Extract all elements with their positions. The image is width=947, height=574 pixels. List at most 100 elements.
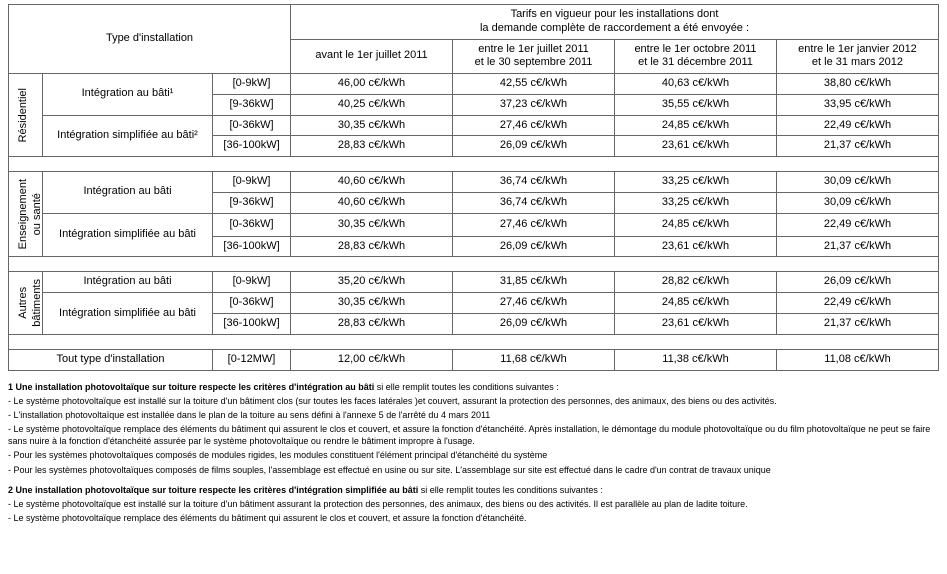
footnote-1-line: - Pour les systèmes photovoltaïques comp…: [8, 449, 939, 461]
row-range: [36-100kW]: [213, 236, 291, 257]
row-value: 12,00 c€/kWh: [291, 350, 453, 371]
row-value: 40,60 c€/kWh: [291, 172, 453, 193]
row-value: 46,00 c€/kWh: [291, 74, 453, 95]
row-value: 23,61 c€/kWh: [615, 314, 777, 335]
footnote-1-line: - Le système photovoltaïque est installé…: [8, 395, 939, 407]
row-value: 33,95 c€/kWh: [776, 94, 938, 115]
row-value: 26,09 c€/kWh: [453, 136, 615, 157]
row-value: 22,49 c€/kWh: [776, 115, 938, 136]
section-label: Enseignementou santé: [9, 172, 43, 257]
row-value: 36,74 c€/kWh: [453, 172, 615, 193]
row-value: 23,61 c€/kWh: [615, 236, 777, 257]
table-row: Enseignementou santéIntégration au bâti[…: [9, 172, 939, 193]
page: Type d'installationTarifs en vigueur pou…: [0, 0, 947, 538]
footnote-1-line: - Le système photovoltaïque remplace des…: [8, 423, 939, 447]
row-value: 24,85 c€/kWh: [615, 213, 777, 236]
row-value: 33,25 c€/kWh: [615, 172, 777, 193]
row-value: 11,08 c€/kWh: [776, 350, 938, 371]
header-period-0: avant le 1er juillet 2011: [291, 39, 453, 74]
row-type: Intégration au bâti: [43, 272, 213, 293]
footnotes: 1 Une installation photovoltaïque sur to…: [8, 381, 939, 524]
footnote-1-line: - Pour les systèmes photovoltaïques comp…: [8, 464, 939, 476]
row-value: 30,09 c€/kWh: [776, 172, 938, 193]
row-range: [0-9kW]: [213, 74, 291, 95]
row-value: 26,09 c€/kWh: [776, 272, 938, 293]
row-range: [0-36kW]: [213, 115, 291, 136]
row-range: [0-36kW]: [213, 213, 291, 236]
row-value: 30,35 c€/kWh: [291, 213, 453, 236]
row-value: 42,55 c€/kWh: [453, 74, 615, 95]
footnote-1-line: - L'installation photovoltaïque est inst…: [8, 409, 939, 421]
section-spacer: [9, 257, 939, 272]
row-value: 11,38 c€/kWh: [615, 350, 777, 371]
row-value: 24,85 c€/kWh: [615, 115, 777, 136]
row-value: 26,09 c€/kWh: [453, 236, 615, 257]
row-type: Intégration simplifiée au bâti²: [43, 115, 213, 157]
section-label: Autresbâtiments: [9, 272, 43, 335]
footnote-2-line: - Le système photovoltaïque est installé…: [8, 498, 939, 510]
row-value: 11,68 c€/kWh: [453, 350, 615, 371]
table-row: Intégration simplifiée au bâti[0-36kW]30…: [9, 293, 939, 314]
table-row: Intégration simplifiée au bâti²[0-36kW]3…: [9, 115, 939, 136]
row-value: 22,49 c€/kWh: [776, 293, 938, 314]
row-value: 30,35 c€/kWh: [291, 293, 453, 314]
row-value: 21,37 c€/kWh: [776, 314, 938, 335]
row-value: 27,46 c€/kWh: [453, 213, 615, 236]
section-label: Résidentiel: [9, 74, 43, 157]
row-range: [36-100kW]: [213, 136, 291, 157]
row-value: 30,35 c€/kWh: [291, 115, 453, 136]
header-type-installation: Type d'installation: [9, 5, 291, 74]
row-range: [0-9kW]: [213, 272, 291, 293]
header-period-2: entre le 1er octobre 2011et le 31 décemb…: [615, 39, 777, 74]
row-value: 33,25 c€/kWh: [615, 192, 777, 213]
row-range: [0-9kW]: [213, 172, 291, 193]
row-range: [0-36kW]: [213, 293, 291, 314]
row-value: 28,83 c€/kWh: [291, 136, 453, 157]
row-type: Intégration simplifiée au bâti: [43, 293, 213, 335]
row-value: 36,74 c€/kWh: [453, 192, 615, 213]
row-value: 28,83 c€/kWh: [291, 236, 453, 257]
row-value: 24,85 c€/kWh: [615, 293, 777, 314]
row-value: 37,23 c€/kWh: [453, 94, 615, 115]
footnote-2-lead: 2 Une installation photovoltaïque sur to…: [8, 484, 939, 496]
table-row: Tout type d'installation[0-12MW]12,00 c€…: [9, 350, 939, 371]
row-value: 38,80 c€/kWh: [776, 74, 938, 95]
tariff-table: Type d'installationTarifs en vigueur pou…: [8, 4, 939, 371]
row-value: 22,49 c€/kWh: [776, 213, 938, 236]
row-value: 28,83 c€/kWh: [291, 314, 453, 335]
row-value: 26,09 c€/kWh: [453, 314, 615, 335]
table-row: Intégration simplifiée au bâti[0-36kW]30…: [9, 213, 939, 236]
row-type: Tout type d'installation: [9, 350, 213, 371]
footnote-1-lead: 1 Une installation photovoltaïque sur to…: [8, 381, 939, 393]
table-header: Type d'installationTarifs en vigueur pou…: [9, 5, 939, 74]
row-type: Intégration au bâti¹: [43, 74, 213, 116]
row-range: [0-12MW]: [213, 350, 291, 371]
row-value: 21,37 c€/kWh: [776, 136, 938, 157]
section-spacer: [9, 335, 939, 350]
header-period-1: entre le 1er juillet 2011et le 30 septem…: [453, 39, 615, 74]
table-row: RésidentielIntégration au bâti¹[0-9kW]46…: [9, 74, 939, 95]
row-value: 40,60 c€/kWh: [291, 192, 453, 213]
row-value: 31,85 c€/kWh: [453, 272, 615, 293]
footnote-2-line: - Le système photovoltaïque remplace des…: [8, 512, 939, 524]
table-body: RésidentielIntégration au bâti¹[0-9kW]46…: [9, 74, 939, 371]
row-value: 35,55 c€/kWh: [615, 94, 777, 115]
header-period-3: entre le 1er janvier 2012et le 31 mars 2…: [776, 39, 938, 74]
row-value: 27,46 c€/kWh: [453, 115, 615, 136]
row-value: 21,37 c€/kWh: [776, 236, 938, 257]
row-value: 27,46 c€/kWh: [453, 293, 615, 314]
row-type: Intégration simplifiée au bâti: [43, 213, 213, 257]
row-range: [9-36kW]: [213, 94, 291, 115]
row-range: [36-100kW]: [213, 314, 291, 335]
row-value: 23,61 c€/kWh: [615, 136, 777, 157]
row-value: 40,25 c€/kWh: [291, 94, 453, 115]
row-value: 35,20 c€/kWh: [291, 272, 453, 293]
section-spacer: [9, 157, 939, 172]
header-tariff-title: Tarifs en vigueur pour les installations…: [291, 5, 939, 40]
row-range: [9-36kW]: [213, 192, 291, 213]
row-value: 40,63 c€/kWh: [615, 74, 777, 95]
table-row: AutresbâtimentsIntégration au bâti[0-9kW…: [9, 272, 939, 293]
row-value: 28,82 c€/kWh: [615, 272, 777, 293]
row-type: Intégration au bâti: [43, 172, 213, 214]
row-value: 30,09 c€/kWh: [776, 192, 938, 213]
